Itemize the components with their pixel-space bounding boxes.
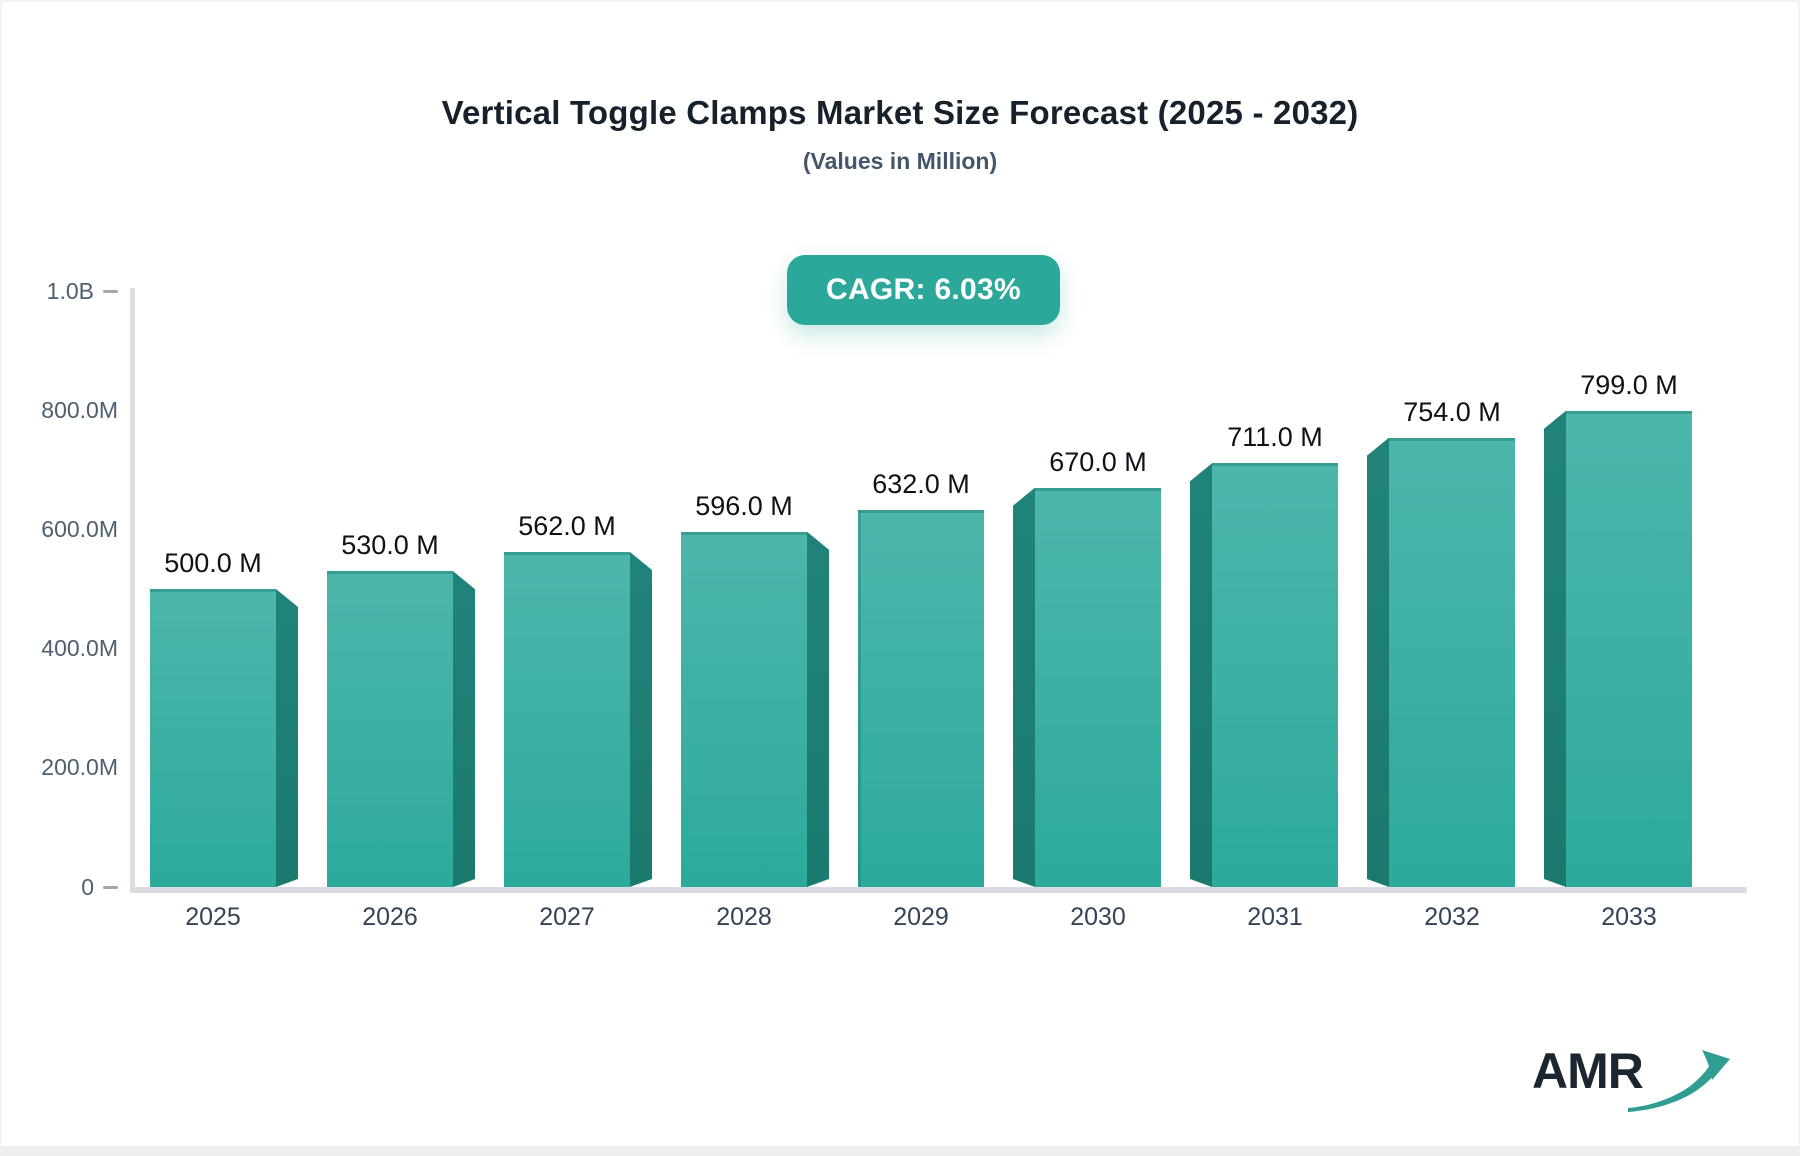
bar-value-label: 500.0 M — [164, 548, 262, 578]
bar-2028 — [681, 531, 807, 887]
bar-2029 — [858, 510, 984, 887]
x-tick-label: 2028 — [716, 903, 772, 931]
y-tick-dash — [103, 289, 118, 293]
y-tick-label: 400.0M — [0, 634, 118, 664]
bar-2030 — [1035, 487, 1161, 887]
y-tick-text: 800.0M — [41, 396, 118, 423]
bar-value-label: 711.0 M — [1227, 422, 1323, 453]
bar-3d-side — [453, 571, 475, 887]
amr-logo-text: AMR — [1532, 1043, 1644, 1099]
y-tick-text: 0 — [81, 873, 94, 900]
cagr-badge-label: CAGR: 6.03% — [825, 273, 1022, 306]
y-tick-label: 200.0M — [0, 753, 118, 783]
x-tick-label: 2030 — [1070, 903, 1126, 931]
chart-title: Vertical Toggle Clamps Market Size Forec… — [441, 94, 1359, 131]
x-tick-label: 2026 — [362, 903, 418, 931]
y-tick-text: 600.0M — [41, 515, 118, 542]
y-tick-text: 400.0M — [41, 635, 118, 662]
bar-value-label: 799.0 M — [1580, 369, 1678, 400]
bar-3d-side — [1013, 488, 1035, 887]
cagr-badge: CAGR: 6.03% — [787, 255, 1060, 325]
y-axis-line — [130, 288, 135, 893]
bar-value-label: 562.0 M — [518, 511, 616, 542]
y-tick-label: 0 — [0, 872, 118, 902]
x-tick-label: 2025 — [185, 903, 241, 931]
bar-value-label: 596.0 M — [695, 490, 793, 521]
x-axis-baseline — [130, 887, 1747, 893]
bar-3d-side — [1190, 463, 1212, 887]
x-tick-label: 2029 — [893, 903, 949, 931]
y-tick-label: 800.0M — [0, 395, 118, 425]
bar-2031 — [1212, 463, 1338, 887]
amr-logo-arrow-icon — [1628, 1050, 1730, 1112]
bar-3d-side — [276, 589, 298, 887]
chart-subtitle: (Values in Million) — [802, 148, 998, 174]
y-tick-label: 600.0M — [0, 514, 118, 544]
x-tick-label: 2032 — [1424, 903, 1480, 931]
bar-value-label: 632.0 M — [872, 469, 970, 500]
y-tick-dash — [103, 885, 118, 889]
bar-value-label: 670.0 M — [1049, 446, 1147, 477]
bar-2025 — [150, 589, 276, 887]
x-tick-label: 2027 — [539, 903, 595, 931]
y-tick-text: 200.0M — [41, 754, 118, 781]
bar-2033 — [1566, 410, 1692, 887]
bar-3d-side — [807, 532, 829, 887]
bar-value-label: 754.0 M — [1403, 396, 1501, 427]
bar-3d-side — [1544, 411, 1566, 887]
bar-3d-side — [630, 552, 652, 887]
bar-2026 — [327, 571, 453, 887]
bar-value-label: 530.0 M — [341, 530, 439, 561]
x-tick-label: 2033 — [1601, 903, 1657, 931]
bar-2027 — [504, 552, 630, 887]
bar-3d-side — [1367, 438, 1389, 887]
y-tick-label: 1.0B — [0, 276, 118, 306]
page-bottom-strip — [0, 1146, 1800, 1156]
x-tick-label: 2031 — [1247, 903, 1303, 931]
y-tick-text: 1.0B — [46, 277, 94, 304]
bar-2032 — [1389, 437, 1515, 887]
amr-logo: AMR — [1532, 1036, 1730, 1120]
